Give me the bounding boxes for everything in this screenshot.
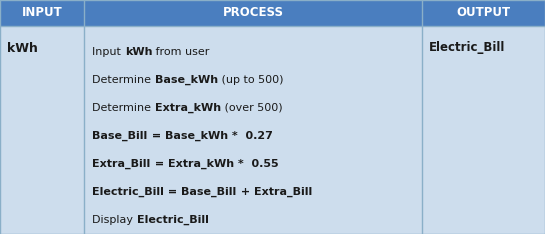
Text: kWh: kWh — [125, 47, 153, 57]
Text: Extra_Bill: Extra_Bill — [253, 187, 312, 197]
Text: Base_Bill: Base_Bill — [181, 187, 237, 197]
Text: OUTPUT: OUTPUT — [457, 7, 511, 19]
Text: Base_Bill: Base_Bill — [93, 131, 148, 141]
Text: Extra_Bill: Extra_Bill — [93, 159, 151, 169]
Text: Determine: Determine — [93, 103, 155, 113]
Text: Base_kWh: Base_kWh — [155, 75, 218, 85]
Text: =: = — [151, 159, 168, 169]
Text: (over 500): (over 500) — [221, 103, 283, 113]
Text: Electric_Bill: Electric_Bill — [429, 41, 506, 55]
Text: Extra_kWh: Extra_kWh — [155, 103, 221, 113]
Text: PROCESS: PROCESS — [223, 7, 284, 19]
Text: (up to 500): (up to 500) — [218, 75, 283, 85]
Text: Electric_Bill: Electric_Bill — [137, 215, 209, 225]
Text: Input: Input — [93, 47, 125, 57]
Text: Base_kWh: Base_kWh — [165, 131, 228, 141]
Text: *  0.55: * 0.55 — [234, 159, 278, 169]
Text: +: + — [237, 187, 253, 197]
Text: from user: from user — [153, 47, 210, 57]
Text: Display: Display — [93, 215, 137, 225]
Text: *  0.27: * 0.27 — [228, 131, 272, 141]
Bar — [0, 0, 84, 26]
Bar — [84, 0, 422, 26]
Text: Determine: Determine — [93, 75, 155, 85]
Text: =: = — [148, 131, 165, 141]
Bar — [422, 0, 545, 26]
Text: INPUT: INPUT — [22, 7, 63, 19]
Bar — [0, 26, 545, 234]
Text: Electric_Bill: Electric_Bill — [93, 187, 165, 197]
Text: Extra_kWh: Extra_kWh — [168, 159, 234, 169]
Text: =: = — [165, 187, 181, 197]
Text: kWh: kWh — [7, 41, 38, 55]
